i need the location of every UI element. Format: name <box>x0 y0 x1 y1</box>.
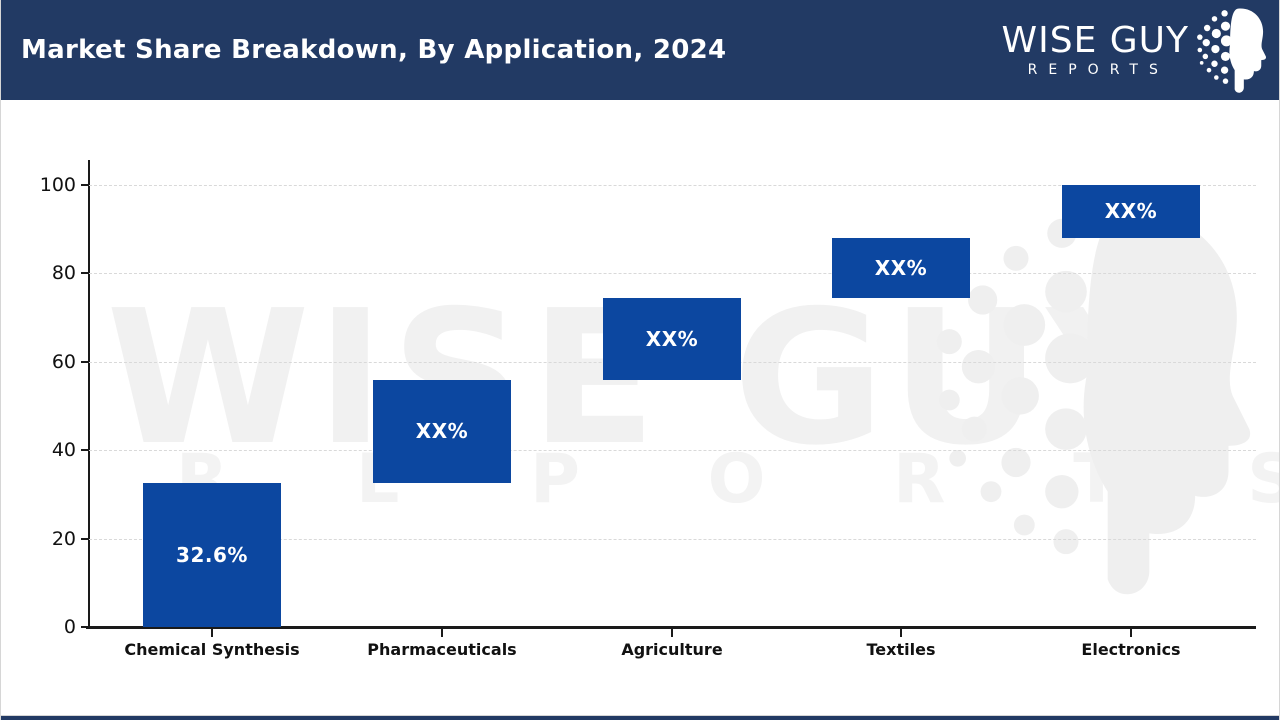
y-tick-mark-100 <box>81 184 89 186</box>
bottom-border-line <box>1 715 1279 716</box>
y-tick-mark-80 <box>81 272 89 275</box>
x-tick-mark-0 <box>211 629 213 637</box>
x-category-label-4: Electronics <box>1081 640 1181 659</box>
x-tick-mark-3 <box>900 629 902 637</box>
bar-agriculture: XX% <box>603 298 741 380</box>
y-tick-label-60: 60 <box>51 350 76 373</box>
y-tick-label-80: 80 <box>51 262 76 285</box>
logo-reports-label: REPORTS <box>1027 61 1169 78</box>
bar-value-label: XX% <box>645 327 699 352</box>
x-category-label-2: Agriculture <box>621 640 723 659</box>
y-tick-mark-60 <box>81 360 89 363</box>
gridline-100 <box>89 185 1256 186</box>
y-tick-label-40: 40 <box>51 439 76 462</box>
gridline-20 <box>89 538 1256 540</box>
dotted-head-logo-icon <box>1197 8 1267 93</box>
x-tick-mark-4 <box>1130 629 1132 637</box>
wise-guy-reports-logo: WISE GUY REPORTS <box>1002 6 1280 94</box>
bar-electronics: XX% <box>1062 185 1200 238</box>
x-axis-line <box>86 626 1256 629</box>
y-tick-label-20: 20 <box>51 527 76 550</box>
logo-text: WISE GUY REPORTS <box>1001 19 1190 78</box>
bar-chemical-synthesis: 32.6% <box>143 482 281 627</box>
bar-value-label: XX% <box>874 255 928 280</box>
y-tick-mark-40 <box>81 449 89 452</box>
x-category-label-1: Pharmaceuticals <box>367 640 517 659</box>
logo-wise-guy-label: WISE GUY <box>1001 19 1189 61</box>
x-tick-mark-2 <box>671 629 673 637</box>
bar-value-label: XX% <box>415 419 469 444</box>
y-tick-mark-20 <box>81 537 89 540</box>
gridline-80 <box>89 273 1256 275</box>
gridline-40 <box>89 450 1256 452</box>
x-category-label-3: Textiles <box>866 640 936 659</box>
header-bar: Market Share Breakdown, By Application, … <box>1 0 1280 100</box>
x-tick-mark-1 <box>441 629 443 637</box>
y-tick-label-100: 100 <box>39 174 76 196</box>
bar-value-label: XX% <box>1104 199 1158 224</box>
y-axis-line <box>88 160 90 628</box>
page-title: Market Share Breakdown, By Application, … <box>21 35 727 65</box>
bar-textiles: XX% <box>832 237 970 299</box>
y-tick-mark-0 <box>81 626 89 628</box>
bar-value-label: 32.6% <box>176 542 248 567</box>
footer-strip <box>1 716 1279 720</box>
y-tick-label-0: 0 <box>63 616 76 638</box>
x-category-label-0: Chemical Synthesis <box>124 640 300 659</box>
watermark-dotted-head-icon <box>936 211 1251 595</box>
bar-pharmaceuticals: XX% <box>373 379 511 483</box>
